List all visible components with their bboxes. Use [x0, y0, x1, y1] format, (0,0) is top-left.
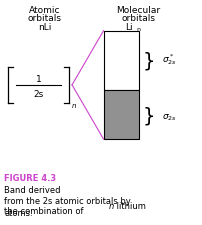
Text: Molecular: Molecular	[115, 6, 159, 15]
Text: $\sigma_{2s}$: $\sigma_{2s}$	[162, 112, 176, 123]
Text: Li: Li	[124, 22, 132, 32]
Text: orbitals: orbitals	[27, 14, 61, 22]
Text: FIGURE 4.3: FIGURE 4.3	[4, 173, 56, 182]
Text: $\sigma^*_{2s}$: $\sigma^*_{2s}$	[162, 52, 176, 66]
Text: n: n	[108, 201, 113, 210]
Bar	[103, 32, 138, 91]
Text: Band derived
from the 2s atomic orbitals by
the combination of: Band derived from the 2s atomic orbitals…	[4, 186, 130, 215]
Text: lithium: lithium	[113, 201, 145, 210]
Text: 1: 1	[36, 74, 41, 83]
Text: 2s: 2s	[33, 90, 43, 99]
Bar	[103, 91, 138, 140]
Text: Atomic: Atomic	[29, 6, 60, 15]
Text: nLi: nLi	[38, 22, 51, 32]
Text: atoms.: atoms.	[4, 208, 33, 217]
Text: n: n	[136, 27, 140, 32]
Text: }: }	[141, 52, 154, 71]
Text: n: n	[72, 102, 76, 108]
Text: orbitals: orbitals	[120, 14, 154, 22]
Text: }: }	[141, 106, 154, 125]
